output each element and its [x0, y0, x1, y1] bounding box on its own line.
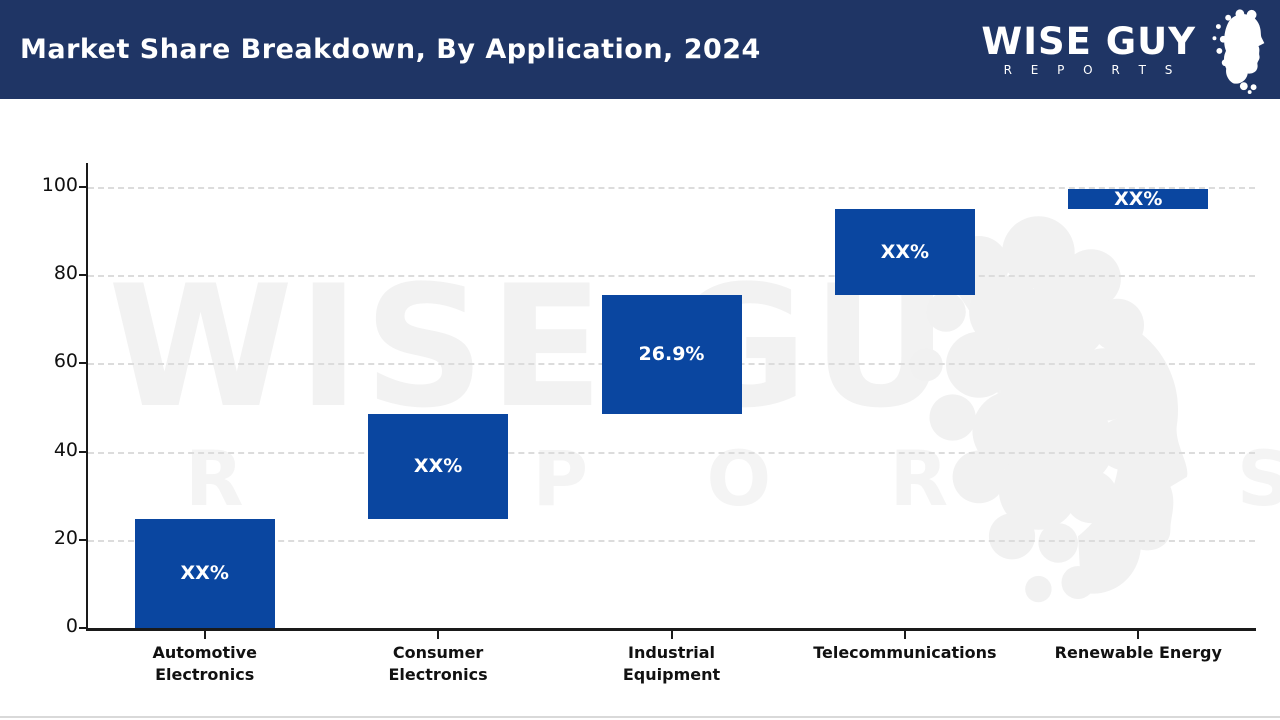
- bar-value-label: XX%: [1114, 187, 1163, 210]
- header-bar: Market Share Breakdown, By Application, …: [0, 0, 1280, 99]
- brand-logo: WISE GUY R E P O R T S: [981, 6, 1268, 94]
- bar-value-label: 26.9%: [638, 343, 705, 366]
- y-tick-mark: [79, 186, 86, 189]
- y-tick-label: 100: [41, 174, 78, 197]
- y-tick-mark: [79, 274, 86, 277]
- bar-4: XX%: [834, 209, 975, 296]
- x-tick-label: Renewable Energy: [1054, 643, 1222, 662]
- gridline-40: [88, 451, 1255, 454]
- x-tick-label: Telecommunications: [813, 643, 997, 662]
- bar-value-label: XX%: [413, 455, 463, 478]
- brand-logo-text: WISE GUY R E P O R T S: [981, 23, 1196, 77]
- y-tick-label: 60: [53, 350, 78, 373]
- x-tick-mark: [1137, 631, 1140, 639]
- x-tick-mark: [203, 631, 206, 639]
- x-tick-label: Consumer Electronics: [388, 643, 488, 684]
- y-tick-mark: [79, 538, 86, 541]
- chart-area: WISE GUY R E P O R T S XX% XX% 26.9% XX% XX%…: [0, 99, 1280, 720]
- y-tick-label: 80: [53, 262, 78, 285]
- x-tick-label: Industrial Equipment: [622, 643, 721, 684]
- gridline-20: [88, 539, 1255, 542]
- x-tick-mark: [670, 631, 673, 639]
- y-tick-mark: [79, 362, 86, 365]
- x-tick-mark: [903, 631, 906, 639]
- y-tick-label: 20: [53, 526, 78, 549]
- brand-name: WISE GUY: [981, 20, 1196, 63]
- plot-area: XX% XX% 26.9% XX% XX%: [88, 165, 1255, 628]
- y-tick-label: 0: [65, 615, 78, 637]
- x-tick-mark: [437, 631, 440, 639]
- bar-2: XX%: [368, 413, 509, 519]
- gridline-100: [88, 187, 1255, 190]
- x-tick-label: Automotive Electronics: [152, 643, 257, 684]
- y-tick-mark: [79, 450, 86, 453]
- bar-3: 26.9%: [601, 295, 742, 414]
- page-title: Market Share Breakdown, By Application, …: [20, 34, 761, 65]
- bottom-divider: [0, 716, 1280, 718]
- brand-subtitle: R E P O R T S: [1003, 63, 1180, 77]
- y-axis-spine: [86, 163, 88, 630]
- watermark-head-icon: [880, 199, 1210, 673]
- bar-1: XX%: [134, 518, 275, 628]
- y-tick-mark: [79, 627, 86, 629]
- bar-value-label: XX%: [880, 241, 930, 264]
- y-tick-label: 40: [53, 438, 78, 461]
- bar-value-label: XX%: [180, 562, 229, 585]
- x-axis-spine: [86, 628, 1256, 631]
- brand-head-icon: [1202, 6, 1268, 94]
- bar-5: XX%: [1068, 187, 1209, 210]
- gridline-80: [88, 275, 1255, 278]
